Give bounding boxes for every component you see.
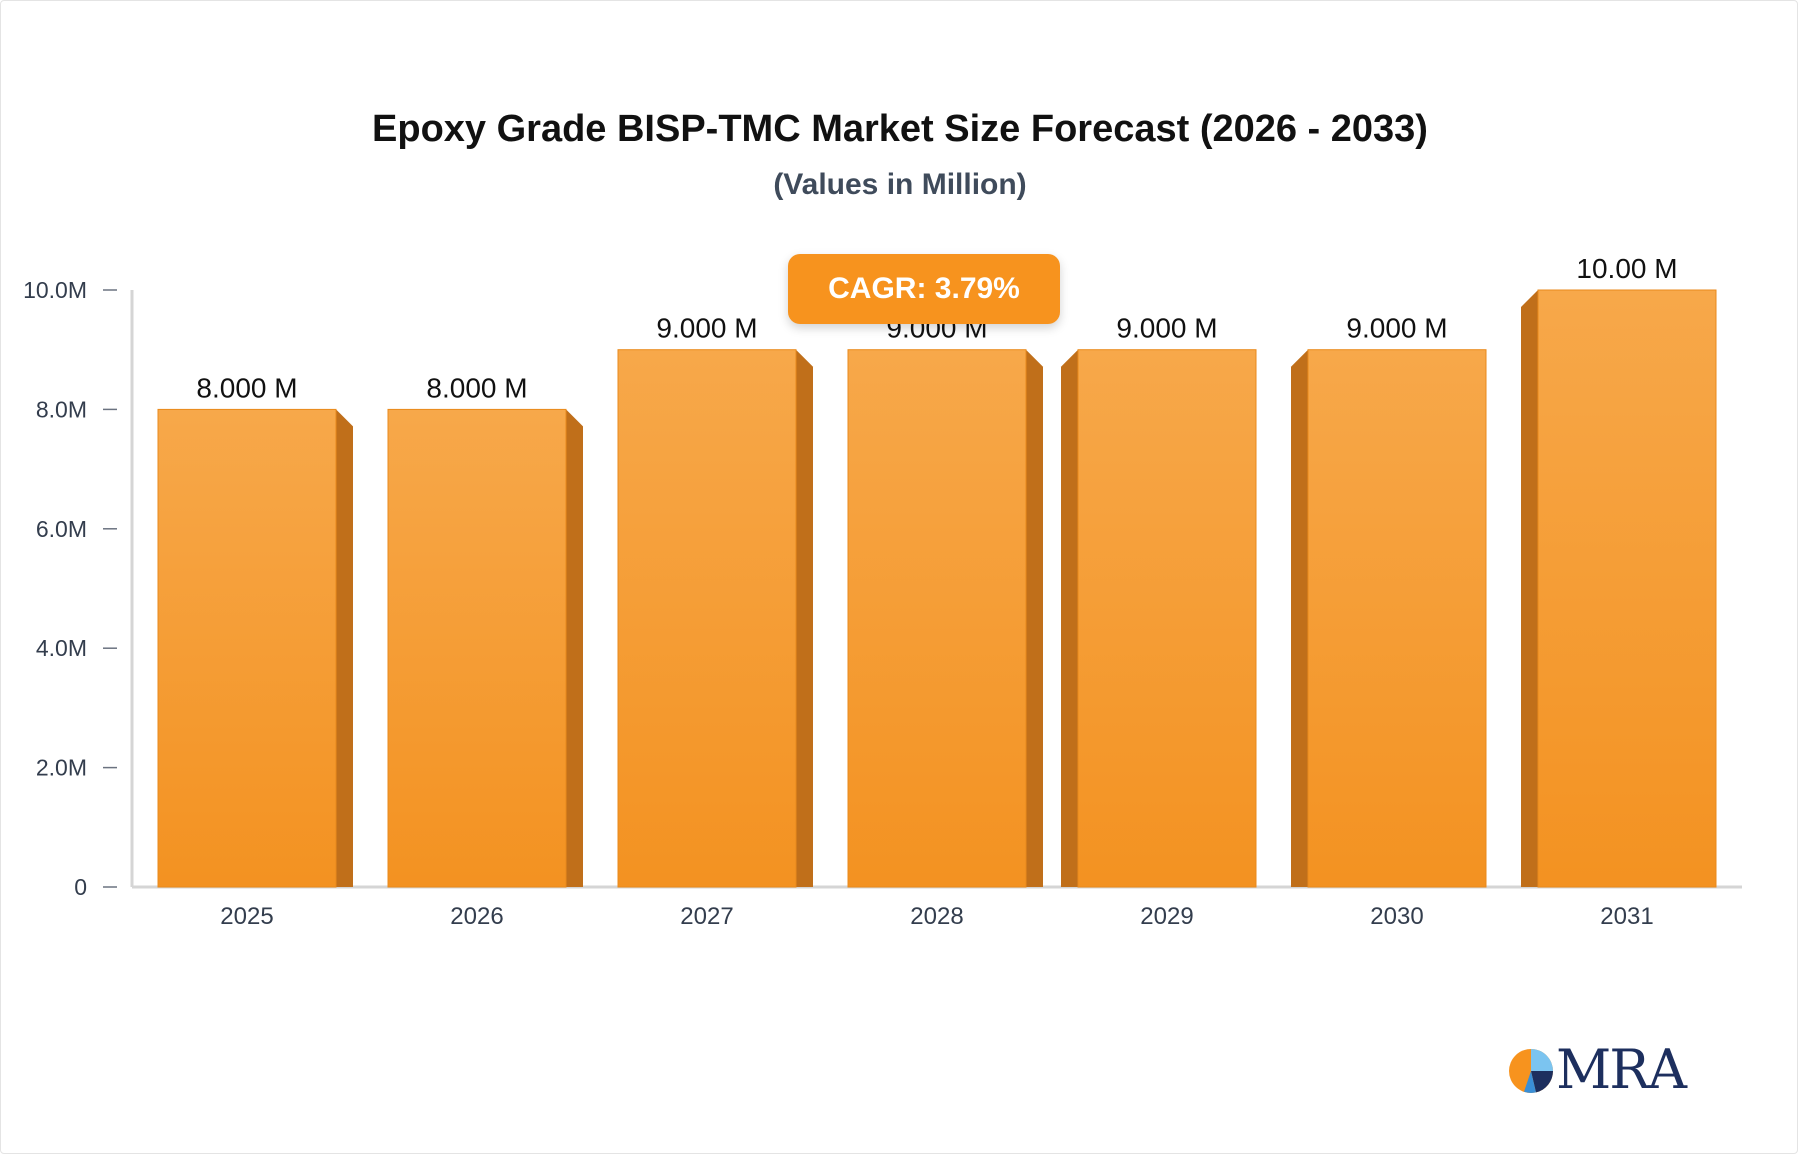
chart-subtitle: (Values in Million) [773,168,1027,201]
y-tick-label: 10.0M [23,277,87,303]
x-tick-label: 2029 [1140,903,1193,930]
labels-layer: 8.000 M 2025 8.000 M 2026 9.000 M 2027 9.000 M… [196,253,1677,930]
mra-logo: MRA [1504,1040,1694,1100]
bar [1537,289,1717,888]
bar [1077,349,1257,888]
bar [847,349,1027,888]
bar-side-face [1291,349,1308,887]
cagr-badge: CAGR: 3.79% [788,254,1060,324]
bars-layer [157,289,1717,888]
bar-side-face [796,349,813,887]
data-label: 10.00 M [1576,253,1677,284]
data-label: 9.000 M [656,313,757,344]
bar [157,408,337,888]
bar-side-face [1521,290,1538,887]
x-tick-label: 2026 [450,903,503,930]
x-tick-label: 2031 [1600,903,1653,930]
x-tick-label: 2027 [680,903,733,930]
y-tick-label: 2.0M [36,755,87,781]
logo-text: MRA [1556,1038,1687,1101]
y-tick-label: 6.0M [36,516,87,542]
x-tick-label: 2030 [1370,903,1423,930]
y-tick-label: 0 [74,874,87,900]
bar-side-face [566,409,583,887]
data-label: 8.000 M [426,372,527,403]
x-tick-label: 2025 [220,903,273,930]
x-tick-label: 2028 [910,903,963,930]
bar-side-face [336,409,353,887]
bar [1307,349,1487,888]
bar-side-face [1026,349,1043,887]
data-label: 8.000 M [196,372,297,403]
y-tick-label: 4.0M [36,635,87,661]
bar [387,408,567,888]
bar-side-face [1061,349,1078,887]
data-label: 9.000 M [1116,313,1217,344]
chart-title: Epoxy Grade BISP-TMC Market Size Forecas… [372,108,1428,150]
y-tick-label: 8.0M [36,396,87,422]
bar [617,349,797,888]
data-label: 9.000 M [1346,313,1447,344]
mra-pie-logo-icon [1509,1049,1553,1093]
